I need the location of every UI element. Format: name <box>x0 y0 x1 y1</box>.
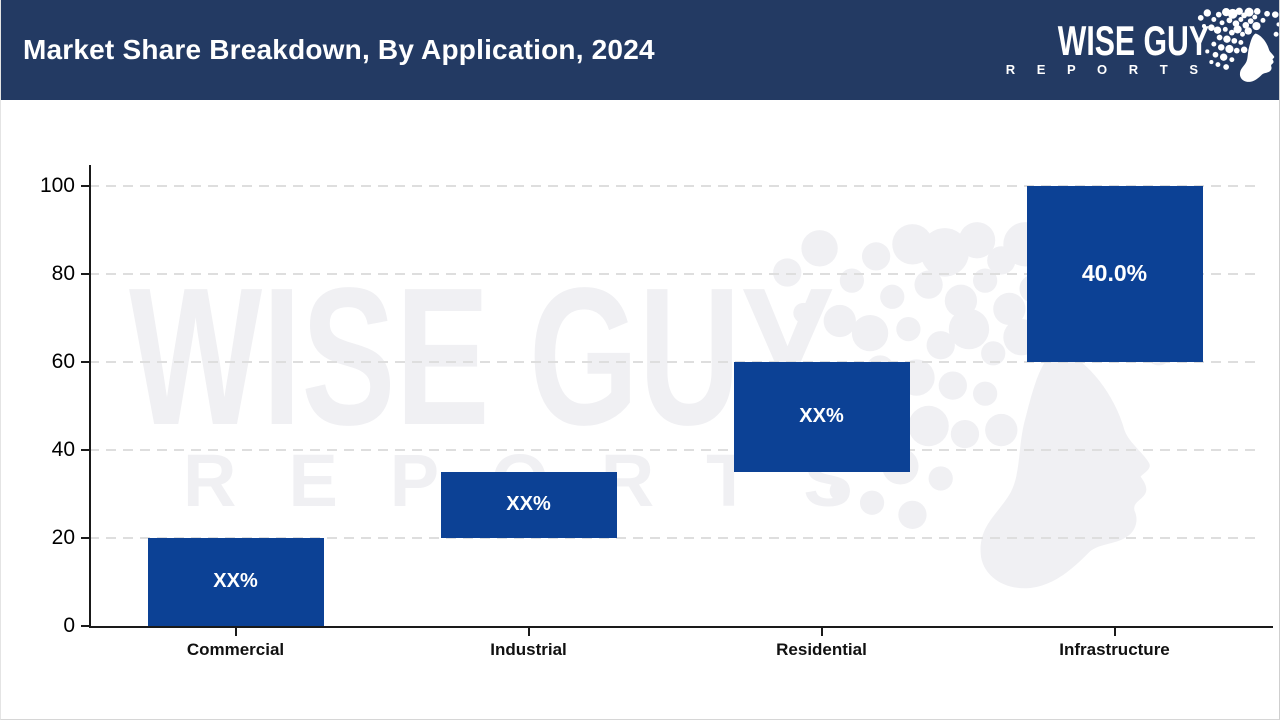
bar-commercial <box>147 537 324 626</box>
x-axis-tick <box>234 628 237 636</box>
gridline-y-20 <box>89 536 1261 539</box>
gridline-y-100 <box>89 184 1261 187</box>
bar-residential <box>733 361 910 472</box>
brand-name: WISE GUY <box>1057 17 1209 64</box>
y-axis-tick-label: 0 <box>63 614 75 637</box>
x-axis-tick <box>1113 628 1116 636</box>
x-axis-category-label: Industrial <box>490 640 567 659</box>
x-axis-tick <box>820 628 823 636</box>
y-axis-tick-label: 100 <box>39 173 75 197</box>
bar-infrastructure <box>1026 185 1203 362</box>
x-axis-category-label: Commercial <box>186 640 285 659</box>
y-axis-tick <box>81 272 89 275</box>
bar-industrial <box>440 471 617 538</box>
y-axis-tick <box>81 536 89 539</box>
y-axis-tick-label: 80 <box>51 261 75 285</box>
watermark-text-wiseguy: WISE GUY <box>129 247 835 466</box>
header-bar: Market Share Breakdown, By Application, … <box>1 0 1279 100</box>
gridline-y-80 <box>89 272 1261 275</box>
x-axis-category-label: Infrastructure <box>1059 640 1170 659</box>
gridline-y-40 <box>89 448 1261 451</box>
x-axis-tick <box>527 628 530 636</box>
y-axis-tick <box>81 360 89 363</box>
y-axis-tick-label: 40 <box>51 437 75 461</box>
y-axis-tick <box>81 184 89 187</box>
brand-logo: WISE GUY R E P O R T S <box>1005 4 1279 96</box>
y-axis-line <box>89 165 91 628</box>
y-axis-tick-label: 20 <box>51 525 75 549</box>
y-axis-tick <box>81 448 89 451</box>
page-title: Market Share Breakdown, By Application, … <box>23 34 655 65</box>
brand-logo-text: WISE GUY R E P O R T S <box>999 17 1209 78</box>
bar-value-label: XX% <box>213 570 258 593</box>
y-axis-tick-label: 60 <box>51 349 75 373</box>
brand-dot-face-icon <box>1197 7 1279 82</box>
brand-subname: R E P O R T S <box>1005 62 1207 77</box>
bar-value-label: XX% <box>799 405 844 428</box>
x-axis-line <box>89 626 1273 628</box>
x-axis-category-label: Residential <box>776 640 867 659</box>
gridline-y-60 <box>89 360 1261 363</box>
bar-value-label: XX% <box>506 493 551 516</box>
y-axis-tick <box>81 625 89 627</box>
bar-value-label: 40.0% <box>1081 260 1148 287</box>
